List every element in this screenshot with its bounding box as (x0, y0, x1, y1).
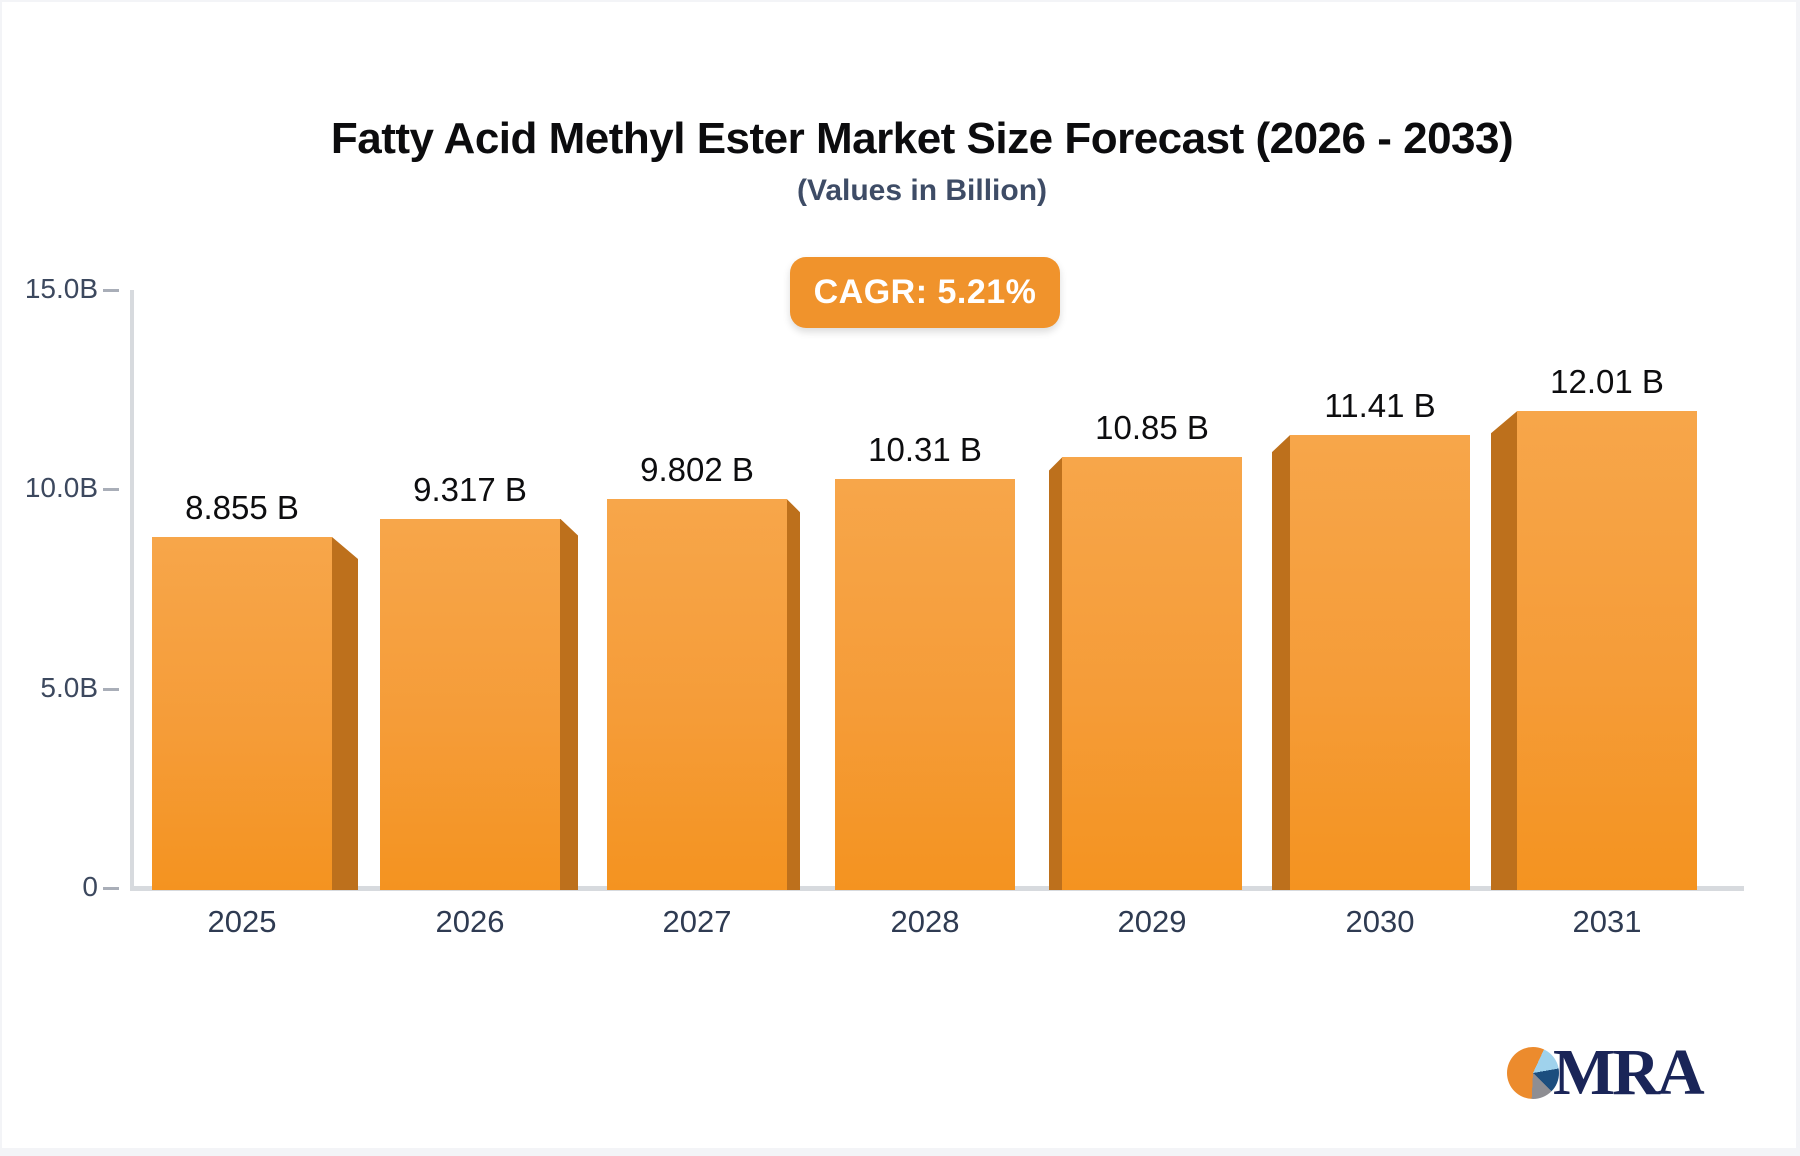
y-tick-mark (103, 887, 119, 890)
bar-value-label: 10.31 B (868, 430, 982, 468)
cagr-badge: CAGR: 5.21% (790, 257, 1060, 328)
bar-2025 (152, 536, 332, 890)
bar-2027 (607, 499, 787, 890)
bar-2029 (1062, 457, 1242, 890)
pie-chart-logo-icon (1507, 1047, 1559, 1099)
chart-title: Fatty Acid Methyl Ester Market Size Fore… (330, 114, 1514, 163)
y-tick-label: 0 (82, 871, 98, 902)
bar-side-face-2027 (787, 499, 800, 890)
bar-side-face-2030 (1272, 435, 1290, 890)
y-tick-mark (103, 488, 119, 491)
y-tick-label: 15.0B (24, 273, 98, 304)
x-tick-label-2031: 2031 (1572, 904, 1642, 939)
bar-value-label: 9.317 B (413, 470, 527, 508)
bar-value-label: 9.802 B (640, 451, 754, 489)
y-tick-mark (103, 688, 119, 691)
bar-value-label: 11.41 B (1324, 387, 1436, 425)
x-tick-label-2029: 2029 (1117, 904, 1187, 939)
bar-2030 (1290, 435, 1470, 890)
bar-2031 (1517, 411, 1697, 890)
brand-logo: MRA (1507, 1036, 1705, 1109)
chart-subtitle: (Values in Billion) (796, 174, 1048, 207)
bar-side-face-2025 (332, 536, 358, 890)
y-tick-label: 5.0B (40, 672, 98, 703)
bar-value-label: 10.85 B (1095, 409, 1209, 447)
cagr-badge-label: CAGR: 5.21% (813, 273, 1037, 311)
bar-side-face-2031 (1491, 411, 1517, 890)
y-axis-line (130, 290, 134, 890)
y-tick-mark (103, 289, 119, 292)
x-tick-label-2028: 2028 (890, 904, 960, 939)
bar-2026 (380, 518, 560, 890)
x-tick-label-2027: 2027 (662, 904, 732, 939)
bar-value-label: 12.01 B (1550, 363, 1664, 401)
brand-logo-text: MRA (1553, 1036, 1705, 1109)
y-tick-label: 10.0B (24, 472, 98, 503)
bar-2028 (835, 478, 1015, 890)
x-tick-label-2030: 2030 (1345, 904, 1415, 939)
x-tick-label-2026: 2026 (435, 904, 505, 939)
bar-value-label: 8.855 B (185, 488, 299, 526)
x-tick-label-2025: 2025 (207, 904, 277, 939)
bar-side-face-2026 (560, 518, 578, 890)
bar-side-face-2029 (1049, 457, 1062, 890)
